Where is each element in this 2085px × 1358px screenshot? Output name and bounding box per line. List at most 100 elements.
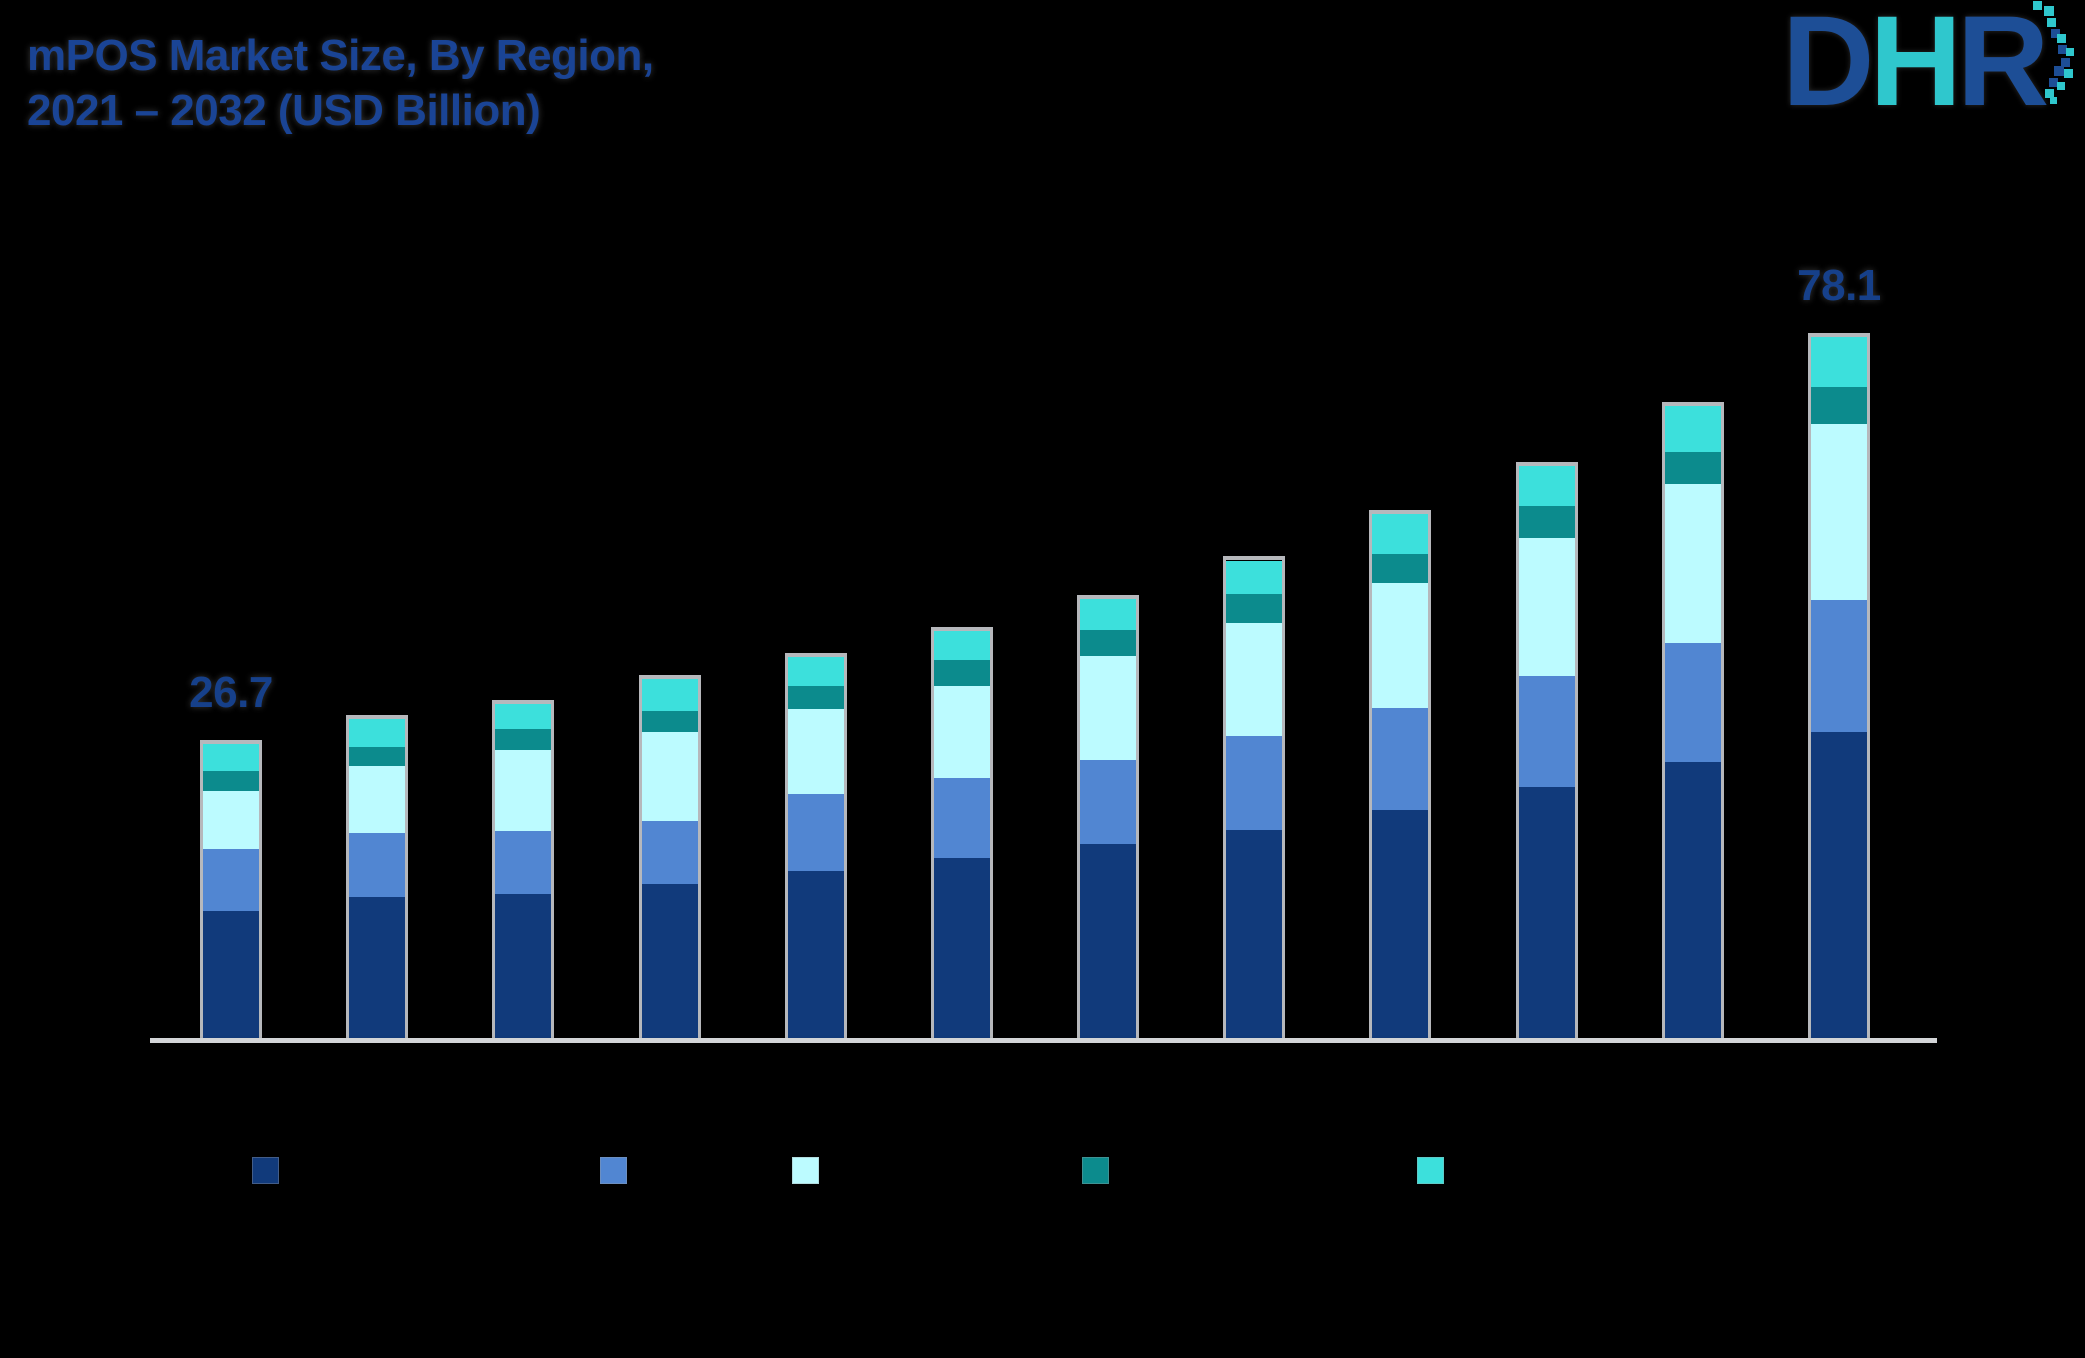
- logo-pixel-dot-icon: [2058, 45, 2067, 54]
- logo-letter-D: D: [1782, 0, 1874, 133]
- region-4-teal-segment: [349, 746, 406, 767]
- dhr-logo: DHR: [1782, 0, 2082, 131]
- legend-swatch-region-2-medium-blue: [600, 1157, 627, 1184]
- region-2-medium-blue-segment: [1810, 599, 1867, 733]
- region-3-pale-cyan-segment: [1226, 622, 1283, 737]
- region-4-teal-segment: [787, 686, 844, 709]
- region-1-navy-segment: [1372, 809, 1429, 1040]
- first-bar-value-label: 26.7: [189, 668, 273, 717]
- logo-pixel-dot-icon: [2057, 34, 2066, 43]
- region-1-navy-segment: [1810, 732, 1867, 1040]
- region-4-teal-segment: [641, 711, 698, 732]
- logo-pixel-dot-icon: [2044, 6, 2054, 16]
- legend-swatch-region-1-navy: [252, 1157, 279, 1184]
- logo-pixel-dot-icon: [2066, 48, 2074, 56]
- region-5-turquoise-segment: [787, 656, 844, 687]
- region-5-turquoise-segment: [933, 630, 990, 660]
- bar-2021: [200, 740, 262, 1040]
- logo-pixel-dot-icon: [2045, 89, 2054, 98]
- logo-pixel-dot-icon: [2050, 97, 2057, 104]
- region-5-turquoise-segment: [1372, 513, 1429, 555]
- region-3-pale-cyan-segment: [1664, 483, 1721, 643]
- region-3-pale-cyan-segment: [641, 731, 698, 821]
- region-3-pale-cyan-segment: [1080, 655, 1137, 760]
- region-3-pale-cyan-segment: [349, 766, 406, 833]
- region-1-navy-segment: [787, 871, 844, 1040]
- region-1-navy-segment: [349, 897, 406, 1040]
- chart-title: mPOS Market Size, By Region, 2021 – 2032 …: [27, 28, 654, 138]
- region-5-turquoise-segment: [1518, 466, 1575, 507]
- legend-swatch-region-3-pale-cyan: [792, 1157, 819, 1184]
- region-5-turquoise-segment: [203, 743, 259, 771]
- x-axis-line: [150, 1038, 1937, 1043]
- dhr-logo-letters: DHR: [1782, 0, 2049, 126]
- logo-pixel-dot-icon: [2047, 18, 2056, 27]
- bar-2028: [1223, 556, 1286, 1040]
- bar-2026: [930, 626, 993, 1040]
- region-4-teal-segment: [203, 770, 259, 791]
- region-4-teal-segment: [1810, 386, 1867, 424]
- bar-2024: [638, 675, 701, 1040]
- region-4-teal-segment: [1372, 554, 1429, 584]
- bar-2030: [1515, 462, 1578, 1040]
- region-3-pale-cyan-segment: [495, 750, 552, 831]
- region-5-turquoise-segment: [349, 718, 406, 747]
- logo-pixel-dot-icon: [2049, 78, 2058, 87]
- region-2-medium-blue-segment: [1372, 707, 1429, 810]
- region-2-medium-blue-segment: [349, 832, 406, 898]
- region-4-teal-segment: [1518, 506, 1575, 538]
- chart-title-line1: mPOS Market Size, By Region,: [27, 31, 654, 80]
- region-1-navy-segment: [641, 883, 698, 1040]
- last-bar-value-label: 78.1: [1797, 261, 1881, 310]
- region-1-navy-segment: [495, 894, 552, 1040]
- region-1-navy-segment: [933, 858, 990, 1040]
- region-2-medium-blue-segment: [1518, 676, 1575, 788]
- region-2-medium-blue-segment: [1664, 642, 1721, 763]
- region-2-medium-blue-segment: [641, 820, 698, 884]
- bar-2027: [1077, 595, 1140, 1040]
- region-3-pale-cyan-segment: [1518, 537, 1575, 677]
- logo-pixel-dot-icon: [2061, 58, 2070, 67]
- region-4-teal-segment: [1226, 594, 1283, 623]
- region-5-turquoise-segment: [641, 679, 698, 712]
- region-4-teal-segment: [1664, 451, 1721, 484]
- legend-swatch-region-5-turquoise: [1417, 1157, 1444, 1184]
- bar-2031: [1661, 401, 1724, 1040]
- bar-2022: [346, 714, 409, 1040]
- bar-2029: [1369, 509, 1432, 1040]
- logo-pixel-dot-icon: [2033, 1, 2042, 10]
- bar-2023: [492, 699, 555, 1040]
- region-5-turquoise-segment: [1226, 560, 1283, 595]
- region-3-pale-cyan-segment: [203, 790, 259, 850]
- bar-2032: [1807, 333, 1870, 1040]
- logo-pixel-dot-icon: [2064, 69, 2073, 78]
- region-4-teal-segment: [495, 728, 552, 751]
- chart-title-line2: 2021 – 2032 (USD Billion): [27, 86, 541, 135]
- logo-letter-H: H: [1869, 0, 1961, 133]
- region-5-turquoise-segment: [1080, 599, 1137, 631]
- region-2-medium-blue-segment: [203, 849, 259, 912]
- region-1-navy-segment: [1226, 829, 1283, 1040]
- region-1-navy-segment: [1080, 844, 1137, 1040]
- region-4-teal-segment: [1080, 630, 1137, 656]
- region-5-turquoise-segment: [1810, 337, 1867, 387]
- region-5-turquoise-segment: [495, 703, 552, 729]
- region-1-navy-segment: [1664, 762, 1721, 1040]
- logo-pixel-dot-icon: [2051, 29, 2060, 38]
- legend-swatch-region-4-teal: [1082, 1157, 1109, 1184]
- logo-letter-R: R: [1956, 0, 2049, 133]
- region-4-teal-segment: [933, 659, 990, 686]
- region-5-turquoise-segment: [1664, 405, 1721, 452]
- region-2-medium-blue-segment: [1080, 759, 1137, 845]
- region-1-navy-segment: [1518, 787, 1575, 1040]
- region-3-pale-cyan-segment: [1372, 583, 1429, 708]
- region-2-medium-blue-segment: [787, 794, 844, 872]
- region-3-pale-cyan-segment: [787, 708, 844, 795]
- region-2-medium-blue-segment: [495, 830, 552, 895]
- region-3-pale-cyan-segment: [933, 685, 990, 778]
- logo-pixel-dot-icon: [2057, 82, 2065, 90]
- plot-area: [150, 0, 1937, 1043]
- region-2-medium-blue-segment: [1226, 736, 1283, 830]
- bar-2025: [784, 652, 847, 1040]
